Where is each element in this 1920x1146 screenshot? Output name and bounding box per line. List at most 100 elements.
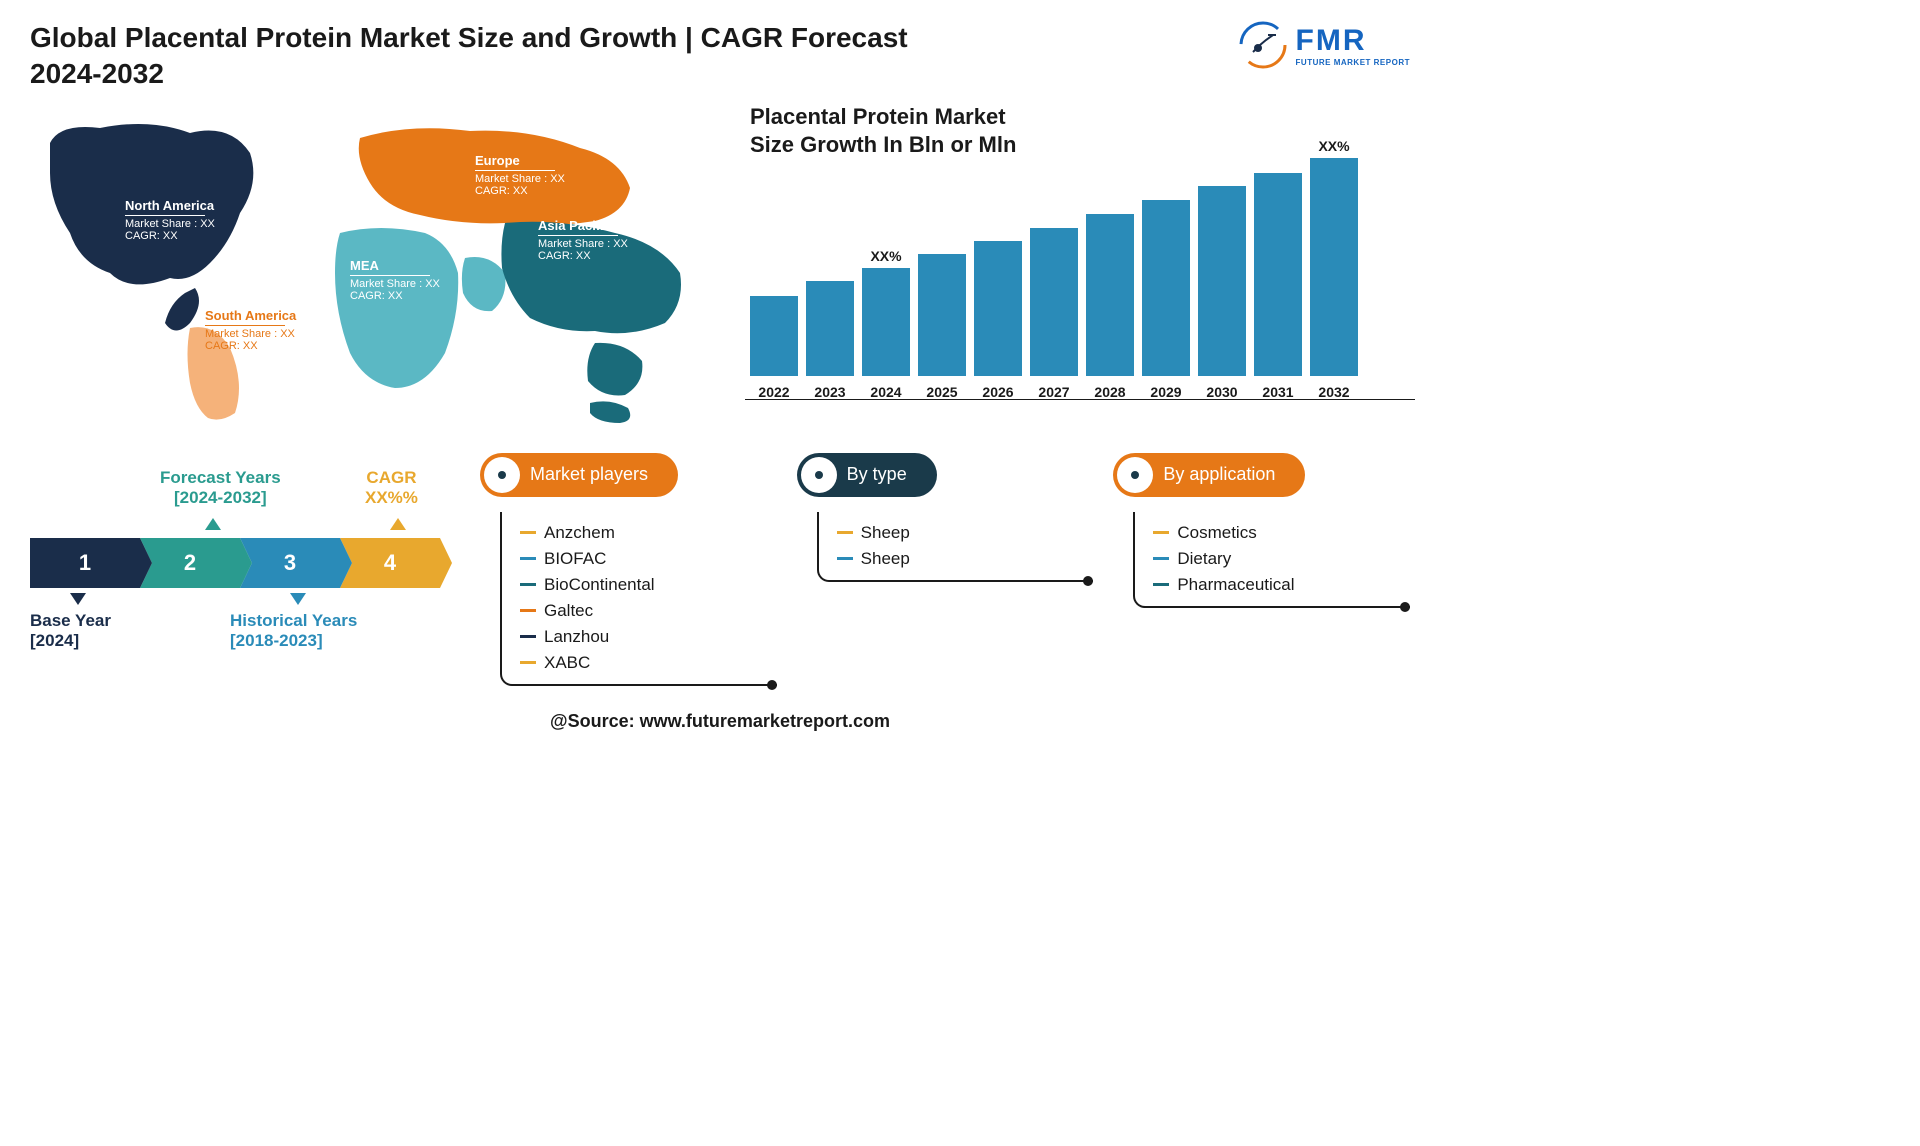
list-item-label: Sheep bbox=[861, 523, 910, 543]
bar-item: 2029 bbox=[1142, 200, 1190, 400]
list-item-label: XABC bbox=[544, 653, 590, 673]
list-item: Galtec bbox=[520, 598, 777, 624]
list-item: Anzchem bbox=[520, 520, 777, 546]
tl-forecast-label: Forecast Years [2024-2032] bbox=[160, 468, 281, 508]
tl-base-label: Base Year [2024] bbox=[30, 611, 111, 651]
list-item-label: Sheep bbox=[861, 549, 910, 569]
list-item-label: Pharmaceutical bbox=[1177, 575, 1294, 595]
logo-text-sub: FUTURE MARKET REPORT bbox=[1296, 58, 1410, 67]
list-item-label: Lanzhou bbox=[544, 627, 609, 647]
bar-item: 2028 bbox=[1086, 214, 1134, 400]
bar-chart: Placental Protein Market Size Growth In … bbox=[730, 103, 1410, 423]
source-text: @Source: www.futuremarketreport.com bbox=[30, 711, 1410, 732]
list-item: BIOFAC bbox=[520, 546, 777, 572]
bar-year-label: 2028 bbox=[1094, 384, 1125, 400]
list-item-label: Dietary bbox=[1177, 549, 1231, 569]
bullet-icon bbox=[801, 457, 837, 493]
bars-container: 20222023XX%20242025202620272028202920302… bbox=[750, 180, 1410, 400]
bar-item: XX%2024 bbox=[862, 268, 910, 400]
category-players: Market players AnzchemBIOFACBioContinent… bbox=[480, 453, 777, 686]
timeline: Forecast Years [2024-2032] CAGR XX%% 123… bbox=[30, 453, 460, 673]
bar-year-label: 2032 bbox=[1318, 384, 1349, 400]
region-north-america: North America Market Share : XX CAGR: XX bbox=[125, 198, 215, 242]
bar-cagr-label: XX% bbox=[1318, 138, 1349, 152]
bar-year-label: 2022 bbox=[758, 384, 789, 400]
main-row: North America Market Share : XX CAGR: XX… bbox=[30, 103, 1410, 423]
list-item: BioContinental bbox=[520, 572, 777, 598]
list-item-label: Anzchem bbox=[544, 523, 615, 543]
list-players: Anzchem BIOFAC BioContinental Galtec Lanzhou… bbox=[500, 512, 777, 686]
bottom-row: Forecast Years [2024-2032] CAGR XX%% 123… bbox=[30, 453, 1410, 686]
bar bbox=[1254, 173, 1302, 376]
logo-text-main: FMR bbox=[1296, 24, 1410, 58]
list-item-label: BioContinental bbox=[544, 575, 655, 595]
bar-year-label: 2027 bbox=[1038, 384, 1069, 400]
bar-item: 2030 bbox=[1198, 186, 1246, 400]
list-item: Lanzhou bbox=[520, 624, 777, 650]
logo-icon bbox=[1238, 20, 1288, 70]
bar-year-label: 2030 bbox=[1206, 384, 1237, 400]
list-item: Dietary bbox=[1153, 546, 1410, 572]
bar bbox=[974, 241, 1022, 376]
bullet-icon bbox=[520, 583, 536, 586]
bar-item: 2022 bbox=[750, 296, 798, 400]
bar bbox=[1310, 158, 1358, 376]
list-item: XABC bbox=[520, 650, 777, 676]
timeline-box: 2 bbox=[140, 538, 240, 588]
bar-item: XX%2032 bbox=[1310, 158, 1358, 400]
bar bbox=[1030, 228, 1078, 376]
tl-cagr-label: CAGR XX%% bbox=[365, 468, 418, 508]
bullet-icon bbox=[837, 557, 853, 560]
bar-year-label: 2025 bbox=[926, 384, 957, 400]
bar-item: 2023 bbox=[806, 281, 854, 400]
bar bbox=[862, 268, 910, 376]
list-item-label: Galtec bbox=[544, 601, 593, 621]
bar-year-label: 2026 bbox=[982, 384, 1013, 400]
bullet-icon bbox=[520, 557, 536, 560]
bar bbox=[750, 296, 798, 376]
list-application: Cosmetics Dietary Pharmaceutical bbox=[1133, 512, 1410, 608]
bar bbox=[806, 281, 854, 376]
bullet-icon bbox=[520, 609, 536, 612]
category-application: By application CosmeticsDietaryPharmaceu… bbox=[1113, 453, 1410, 608]
bullet-icon bbox=[520, 661, 536, 664]
arrow-down-icon bbox=[70, 593, 86, 605]
chart-title: Placental Protein Market Size Growth In … bbox=[750, 103, 1050, 160]
bar-item: 2027 bbox=[1030, 228, 1078, 400]
list-type: Sheep Sheep bbox=[817, 512, 1094, 582]
bar-year-label: 2031 bbox=[1262, 384, 1293, 400]
page-title: Global Placental Protein Market Size and… bbox=[30, 20, 930, 93]
region-south-america: South America Market Share : XX CAGR: XX bbox=[205, 308, 296, 352]
bullet-icon bbox=[520, 635, 536, 638]
bar-year-label: 2023 bbox=[814, 384, 845, 400]
category-type: By type SheepSheep bbox=[797, 453, 1094, 582]
list-item-label: BIOFAC bbox=[544, 549, 606, 569]
world-map: North America Market Share : XX CAGR: XX… bbox=[30, 103, 710, 423]
bullet-icon bbox=[1153, 557, 1169, 560]
bullet-icon bbox=[1153, 531, 1169, 534]
arrow-up-icon bbox=[205, 518, 221, 530]
bullet-icon bbox=[1117, 457, 1153, 493]
arrow-up-icon bbox=[390, 518, 406, 530]
bullet-icon bbox=[520, 531, 536, 534]
list-item: Cosmetics bbox=[1153, 520, 1410, 546]
bar bbox=[1198, 186, 1246, 376]
timeline-box: 1 bbox=[30, 538, 140, 588]
arrow-down-icon bbox=[290, 593, 306, 605]
region-mea: MEA Market Share : XX CAGR: XX bbox=[350, 258, 440, 302]
tl-historical-label: Historical Years [2018-2023] bbox=[230, 611, 357, 651]
list-item: Sheep bbox=[837, 546, 1094, 572]
bar-item: 2025 bbox=[918, 254, 966, 400]
bar-item: 2031 bbox=[1254, 173, 1302, 400]
bar-year-label: 2024 bbox=[870, 384, 901, 400]
header: Global Placental Protein Market Size and… bbox=[30, 20, 1410, 93]
bullet-icon bbox=[484, 457, 520, 493]
bar bbox=[1142, 200, 1190, 376]
bar bbox=[1086, 214, 1134, 376]
bullet-icon bbox=[837, 531, 853, 534]
region-asia-pacific: Asia Pacific Market Share : XX CAGR: XX bbox=[538, 218, 628, 262]
bar-item: 2026 bbox=[974, 241, 1022, 400]
list-item: Pharmaceutical bbox=[1153, 572, 1410, 598]
bar-cagr-label: XX% bbox=[870, 248, 901, 262]
list-item: Sheep bbox=[837, 520, 1094, 546]
